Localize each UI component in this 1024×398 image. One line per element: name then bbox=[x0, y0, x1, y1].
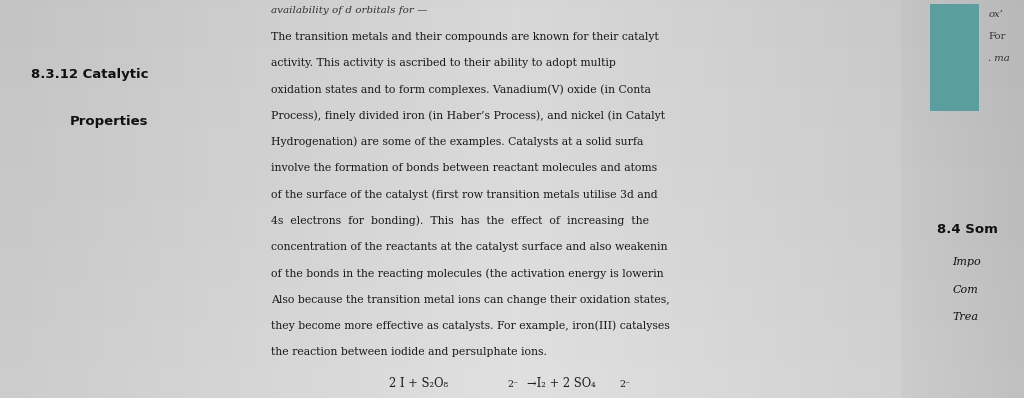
Bar bbox=[930, 4, 979, 111]
Text: of the bonds in the reacting molecules (the activation energy is lowerin: of the bonds in the reacting molecules (… bbox=[271, 268, 664, 279]
Text: Process), finely divided iron (in Haber’s Process), and nickel (in Catalyt: Process), finely divided iron (in Haber’… bbox=[271, 111, 666, 121]
Text: of the surface of the catalyst (first row transition metals utilise 3d and: of the surface of the catalyst (first ro… bbox=[271, 189, 658, 200]
Text: . ma: . ma bbox=[988, 54, 1010, 63]
Text: Properties: Properties bbox=[70, 115, 148, 129]
Text: concentration of the reactants at the catalyst surface and also weakenin: concentration of the reactants at the ca… bbox=[271, 242, 668, 252]
Text: the reaction between iodide and persulphate ions.: the reaction between iodide and persulph… bbox=[271, 347, 547, 357]
Text: →I₂ + 2 SO₄: →I₂ + 2 SO₄ bbox=[527, 377, 596, 390]
Text: The transition metals and their compounds are known for their catalyt: The transition metals and their compound… bbox=[271, 32, 659, 42]
Text: 8.4 Som: 8.4 Som bbox=[937, 223, 997, 236]
Text: oxidation states and to form complexes. Vanadium(V) oxide (in Conta: oxidation states and to form complexes. … bbox=[271, 84, 651, 95]
Text: Trea: Trea bbox=[952, 312, 978, 322]
Text: 8.3.12 Catalytic: 8.3.12 Catalytic bbox=[31, 68, 148, 81]
Text: they become more effective as catalysts. For example, iron(III) catalyses: they become more effective as catalysts.… bbox=[271, 321, 670, 332]
Text: For: For bbox=[988, 32, 1006, 41]
Text: Com: Com bbox=[952, 285, 978, 295]
Text: 4s  electrons  for  bonding).  This  has  the  effect  of  increasing  the: 4s electrons for bonding). This has the … bbox=[271, 216, 649, 226]
Text: availability of d orbitals for —: availability of d orbitals for — bbox=[271, 6, 428, 15]
Text: Impo: Impo bbox=[952, 257, 981, 267]
Text: Hydrogenation) are some of the examples. Catalysts at a solid surfa: Hydrogenation) are some of the examples.… bbox=[271, 137, 644, 148]
Text: 2⁻: 2⁻ bbox=[507, 380, 518, 389]
Text: activity. This activity is ascribed to their ability to adopt multip: activity. This activity is ascribed to t… bbox=[271, 58, 616, 68]
Text: ox’: ox’ bbox=[988, 10, 1002, 19]
Text: involve the formation of bonds between reactant molecules and atoms: involve the formation of bonds between r… bbox=[271, 163, 657, 173]
Text: Also because the transition metal ions can change their oxidation states,: Also because the transition metal ions c… bbox=[271, 295, 670, 304]
Text: 2⁻: 2⁻ bbox=[620, 380, 631, 389]
Text: 2 I + S₂O₈: 2 I + S₂O₈ bbox=[389, 377, 449, 390]
